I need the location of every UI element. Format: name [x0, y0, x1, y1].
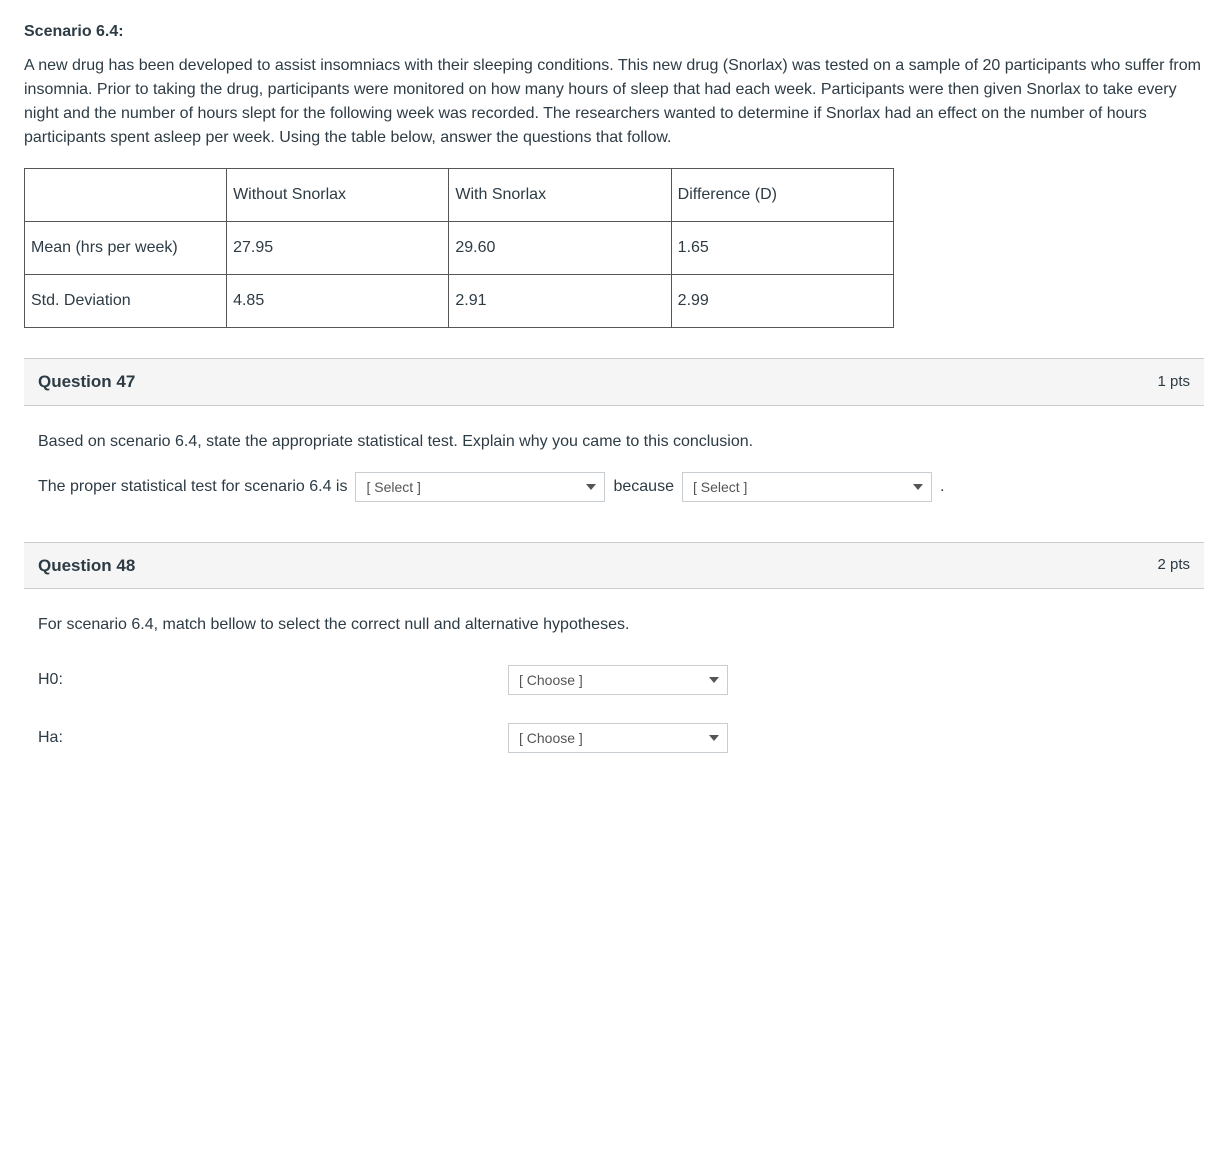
answer-text-tail: .: [940, 475, 944, 499]
answer-text-mid: because: [613, 475, 674, 499]
question-48: Question 48 2 pts For scenario 6.4, matc…: [24, 542, 1204, 784]
question-body: For scenario 6.4, match bellow to select…: [24, 589, 1204, 783]
table-header-row: Without Snorlax With Snorlax Difference …: [25, 169, 894, 222]
question-number: Question 47: [38, 369, 135, 395]
table-row: Mean (hrs per week) 27.95 29.60 1.65: [25, 222, 894, 275]
table-cell: 2.91: [449, 275, 671, 328]
table-header-cell: Difference (D): [671, 169, 893, 222]
table-header-cell: [25, 169, 227, 222]
question-47: Question 47 1 pts Based on scenario 6.4,…: [24, 358, 1204, 532]
answer-line: The proper statistical test for scenario…: [38, 472, 1190, 502]
table-cell: 27.95: [227, 222, 449, 275]
question-number: Question 48: [38, 553, 135, 579]
table-cell: Mean (hrs per week): [25, 222, 227, 275]
test-select[interactable]: [ Select ]: [355, 472, 605, 502]
question-points: 1 pts: [1157, 371, 1190, 394]
question-body: Based on scenario 6.4, state the appropr…: [24, 406, 1204, 532]
match-row-h0: H0: [ Choose ]: [38, 665, 1190, 695]
question-header: Question 47 1 pts: [24, 358, 1204, 406]
h0-select[interactable]: [ Choose ]: [508, 665, 728, 695]
table-cell: 2.99: [671, 275, 893, 328]
ha-select[interactable]: [ Choose ]: [508, 723, 728, 753]
table-cell: Std. Deviation: [25, 275, 227, 328]
h0-label: H0:: [38, 668, 508, 692]
reason-select[interactable]: [ Select ]: [682, 472, 932, 502]
question-prompt: For scenario 6.4, match bellow to select…: [38, 613, 1190, 637]
ha-label: Ha:: [38, 726, 508, 750]
question-header: Question 48 2 pts: [24, 542, 1204, 590]
scenario-title: Scenario 6.4:: [24, 20, 1204, 44]
scenario-text: A new drug has been developed to assist …: [24, 54, 1204, 150]
question-points: 2 pts: [1157, 554, 1190, 577]
table-cell: 1.65: [671, 222, 893, 275]
data-table: Without Snorlax With Snorlax Difference …: [24, 168, 894, 328]
table-cell: 4.85: [227, 275, 449, 328]
table-cell: 29.60: [449, 222, 671, 275]
match-row-ha: Ha: [ Choose ]: [38, 723, 1190, 753]
scenario-section: Scenario 6.4: A new drug has been develo…: [24, 20, 1204, 328]
table-header-cell: With Snorlax: [449, 169, 671, 222]
answer-text-pre: The proper statistical test for scenario…: [38, 475, 347, 499]
question-prompt: Based on scenario 6.4, state the appropr…: [38, 430, 1190, 454]
table-header-cell: Without Snorlax: [227, 169, 449, 222]
table-row: Std. Deviation 4.85 2.91 2.99: [25, 275, 894, 328]
